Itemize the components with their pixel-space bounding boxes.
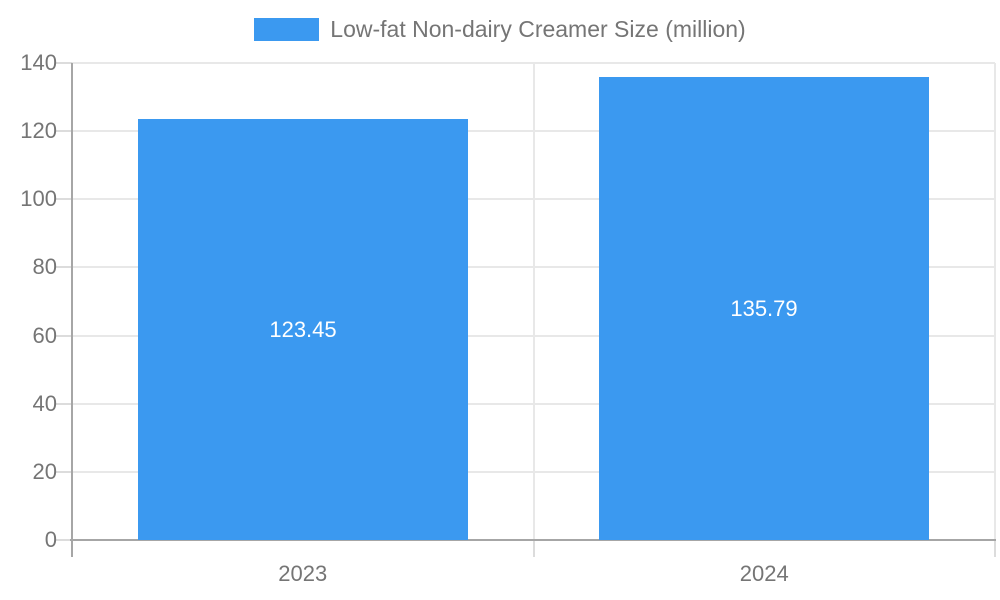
bar-2024[interactable]: 135.79 xyxy=(599,77,929,540)
x-axis-tick xyxy=(994,540,996,557)
x-category-boundary-line xyxy=(994,63,996,540)
bar-2023[interactable]: 123.45 xyxy=(138,119,468,540)
y-axis-tick xyxy=(56,470,72,473)
y-axis-tick xyxy=(56,198,72,201)
y-axis-tick xyxy=(56,334,72,337)
legend-label: Low-fat Non-dairy Creamer Size (million) xyxy=(330,16,746,42)
y-tick-label: 40 xyxy=(32,390,57,416)
legend[interactable]: Low-fat Non-dairy Creamer Size (million) xyxy=(0,16,1000,43)
legend-swatch xyxy=(254,18,320,41)
y-tick-label: 20 xyxy=(32,458,57,484)
y-tick-label: 120 xyxy=(20,118,57,144)
y-axis-tick xyxy=(56,539,72,541)
x-category-boundary-line xyxy=(532,63,535,540)
y-tick-label: 100 xyxy=(20,186,57,212)
y-axis-tick xyxy=(56,130,72,133)
bar-value-label: 135.79 xyxy=(730,295,798,321)
x-tick-label: 2024 xyxy=(739,561,789,586)
x-axis-tick xyxy=(532,540,535,557)
y-axis-tick xyxy=(56,266,72,269)
x-tick-label: 2023 xyxy=(278,561,328,586)
y-axis-tick xyxy=(56,402,72,405)
y-axis-line xyxy=(71,63,73,557)
bar-value-label: 123.45 xyxy=(269,316,337,342)
y-tick-label: 80 xyxy=(32,254,57,280)
y-tick-label: 60 xyxy=(32,322,57,348)
x-axis-line xyxy=(70,539,996,541)
y-axis-tick xyxy=(56,62,72,64)
y-tick-label: 140 xyxy=(20,50,57,75)
y-tick-label: 0 xyxy=(44,527,57,552)
